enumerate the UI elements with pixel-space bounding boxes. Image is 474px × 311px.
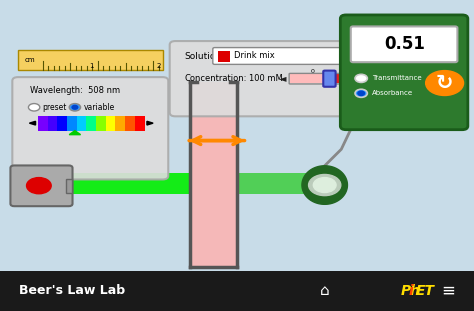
FancyBboxPatch shape	[290, 74, 328, 83]
Text: Drink mix: Drink mix	[234, 52, 274, 60]
Text: 0: 0	[311, 69, 315, 74]
Polygon shape	[302, 166, 347, 204]
FancyBboxPatch shape	[18, 50, 163, 70]
FancyBboxPatch shape	[125, 116, 135, 131]
FancyBboxPatch shape	[170, 41, 437, 116]
Text: 400: 400	[403, 69, 414, 74]
Circle shape	[28, 104, 40, 111]
Text: Ph: Ph	[401, 284, 420, 298]
Text: ↻: ↻	[436, 73, 453, 93]
Text: ►: ►	[414, 73, 422, 83]
FancyBboxPatch shape	[96, 116, 106, 131]
Circle shape	[355, 74, 367, 82]
Text: 2: 2	[156, 63, 161, 69]
Circle shape	[358, 91, 365, 95]
Text: Absorbance: Absorbance	[372, 90, 413, 96]
Circle shape	[355, 89, 367, 97]
FancyBboxPatch shape	[218, 51, 230, 62]
FancyBboxPatch shape	[12, 77, 168, 179]
Text: ≡: ≡	[441, 282, 455, 300]
FancyBboxPatch shape	[328, 74, 416, 83]
FancyBboxPatch shape	[190, 82, 237, 267]
Text: cm: cm	[25, 57, 35, 63]
Text: Beer's Law Lab: Beer's Law Lab	[19, 284, 125, 297]
FancyBboxPatch shape	[135, 116, 145, 131]
Text: Wavelength:  508 nm: Wavelength: 508 nm	[30, 86, 120, 95]
Text: Solution:: Solution:	[185, 52, 225, 61]
FancyBboxPatch shape	[47, 116, 57, 131]
Circle shape	[69, 104, 81, 111]
FancyBboxPatch shape	[67, 116, 77, 131]
Text: Transmittance: Transmittance	[372, 75, 421, 81]
Circle shape	[426, 71, 464, 95]
FancyBboxPatch shape	[213, 48, 399, 64]
Polygon shape	[147, 121, 153, 125]
Circle shape	[72, 105, 78, 109]
Circle shape	[309, 174, 341, 196]
Text: ▲: ▲	[389, 52, 395, 60]
FancyBboxPatch shape	[69, 173, 190, 194]
Text: ⌂: ⌂	[320, 283, 329, 298]
Text: ◄: ◄	[279, 73, 286, 83]
Text: i: i	[409, 284, 413, 298]
FancyBboxPatch shape	[323, 71, 336, 87]
Circle shape	[27, 178, 51, 194]
Text: 0.51: 0.51	[384, 35, 425, 53]
FancyBboxPatch shape	[340, 15, 468, 130]
Text: preset: preset	[43, 103, 67, 112]
Text: 100 mM: 100 mM	[249, 74, 283, 83]
Text: variable: variable	[83, 103, 115, 112]
FancyBboxPatch shape	[57, 116, 67, 131]
FancyBboxPatch shape	[116, 116, 125, 131]
Polygon shape	[69, 131, 81, 135]
FancyBboxPatch shape	[86, 116, 96, 131]
FancyBboxPatch shape	[106, 116, 116, 131]
FancyBboxPatch shape	[0, 271, 474, 311]
Polygon shape	[29, 121, 36, 125]
Circle shape	[313, 178, 336, 193]
FancyBboxPatch shape	[77, 116, 86, 131]
Text: 1: 1	[89, 63, 93, 69]
FancyBboxPatch shape	[237, 173, 325, 194]
FancyBboxPatch shape	[38, 116, 47, 131]
FancyBboxPatch shape	[10, 165, 73, 206]
Text: Concentration:: Concentration:	[185, 74, 247, 83]
Text: ET: ET	[416, 284, 435, 298]
FancyBboxPatch shape	[66, 179, 72, 193]
FancyBboxPatch shape	[351, 26, 457, 62]
